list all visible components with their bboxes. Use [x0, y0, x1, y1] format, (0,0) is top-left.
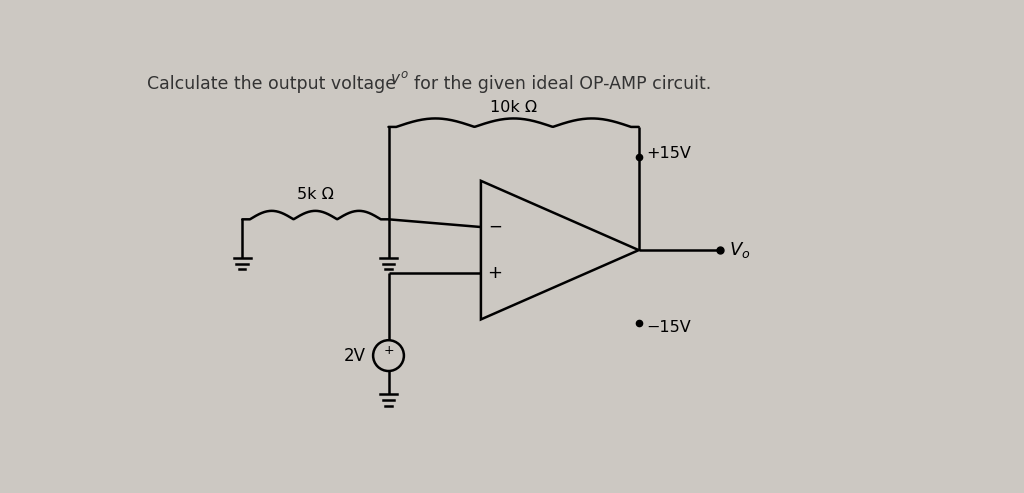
Text: +: +	[383, 345, 394, 357]
Text: +: +	[487, 264, 502, 282]
Text: −15V: −15V	[646, 319, 691, 335]
Text: −: −	[487, 218, 502, 236]
Text: +15V: +15V	[646, 146, 691, 161]
Text: 10k Ω: 10k Ω	[490, 100, 538, 114]
Text: 5k Ω: 5k Ω	[297, 187, 334, 203]
Text: Calculate the output voltage: Calculate the output voltage	[147, 75, 396, 93]
Text: for the given ideal OP-AMP circuit.: for the given ideal OP-AMP circuit.	[414, 75, 712, 93]
Text: o: o	[400, 68, 408, 81]
Text: V$_o$: V$_o$	[729, 240, 751, 260]
Text: v: v	[391, 70, 399, 86]
Text: 2V: 2V	[343, 347, 366, 365]
